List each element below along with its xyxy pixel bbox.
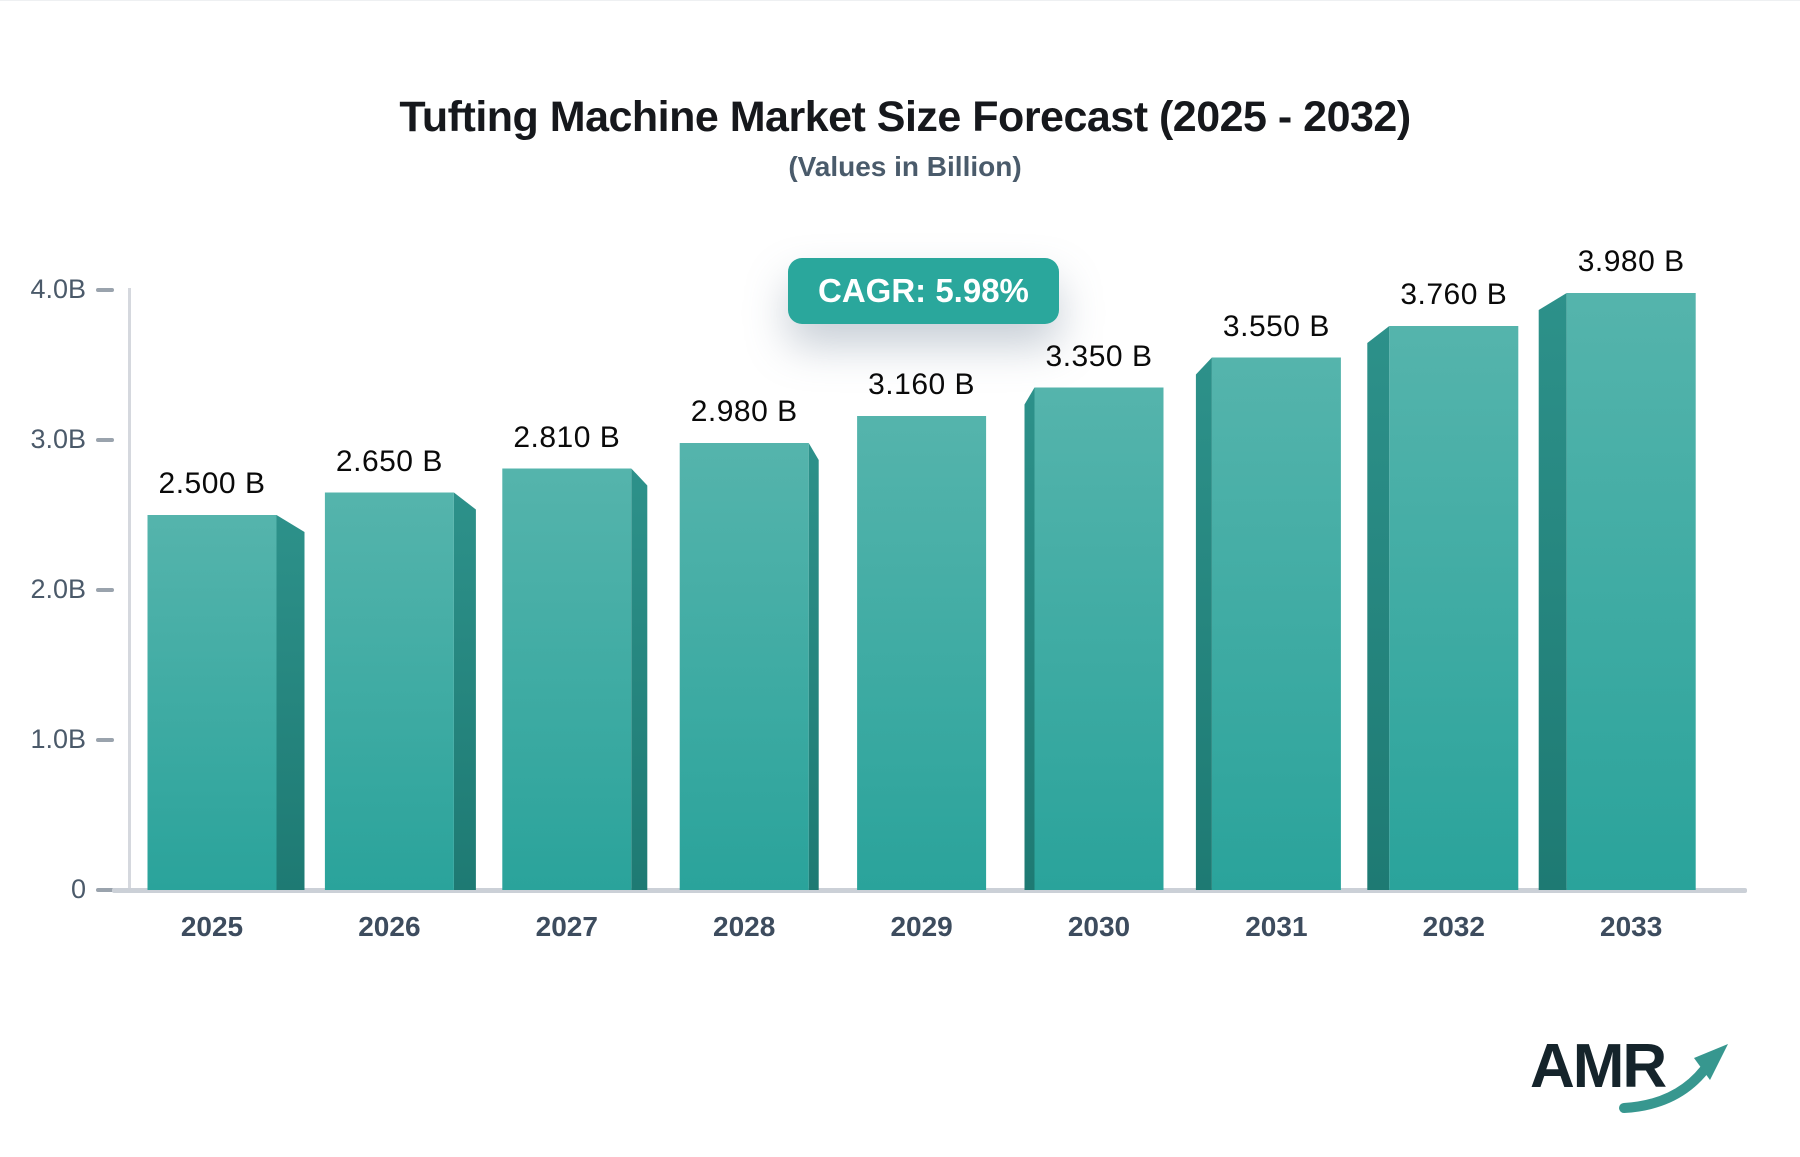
bar-value-label: 3.760 B (1400, 278, 1508, 311)
bar-value-label: 3.350 B (1045, 339, 1153, 373)
bar-side-face (276, 515, 305, 890)
x-axis-label-2025: 2025 (180, 911, 244, 942)
bar-value-label: 2.980 B (690, 395, 798, 428)
bar-2031 (1211, 357, 1341, 890)
x-axis-label-2029: 2029 (890, 911, 953, 942)
bar-2033 (1566, 293, 1696, 890)
x-axis-label-2030: 2030 (1067, 911, 1131, 942)
bar-value-label: 3.550 B (1222, 309, 1330, 343)
growth-arrow-icon (1619, 1044, 1728, 1113)
x-axis-label-2028: 2028 (713, 911, 776, 942)
x-axis-label-2031: 2031 (1245, 911, 1308, 942)
bar-side-face (808, 443, 819, 890)
bar-2027 (502, 468, 632, 890)
bar-2025 (147, 515, 277, 890)
y-axis-tick-mark (96, 888, 114, 892)
x-axis-label-2032: 2032 (1422, 911, 1485, 942)
bar-side-face (1538, 293, 1567, 890)
bar-value-label: 2.810 B (513, 420, 621, 454)
bar-value-label: 3.980 B (1577, 245, 1685, 278)
y-axis-tick-mark (96, 288, 114, 292)
y-axis-tick-label: 3.0B (30, 424, 86, 454)
x-axis-label-2027: 2027 (535, 911, 598, 942)
chart-title: Tufting Machine Market Size Forecast (20… (399, 93, 1411, 141)
bar-2026 (324, 492, 454, 890)
bar-side-face (1024, 387, 1035, 890)
bar-2030 (1034, 387, 1164, 890)
y-axis-tick-mark (96, 738, 114, 742)
bar-2032 (1389, 326, 1519, 890)
x-axis-label-2033: 2033 (1600, 911, 1663, 942)
amr-logo-text: AMR (1530, 1032, 1667, 1101)
y-axis-tick-mark (96, 588, 114, 592)
bar-value-label: 2.650 B (335, 444, 443, 478)
bar-side-face (631, 468, 648, 890)
y-axis-tick-label: 1.0B (30, 724, 86, 754)
chart-subtitle: (Values in Billion) (788, 151, 1022, 182)
y-axis-tick-label: 2.0B (30, 574, 86, 604)
bar-2029 (857, 416, 987, 890)
bar-2028 (679, 443, 809, 890)
y-axis-line (128, 288, 131, 893)
y-axis-tick-mark (96, 438, 114, 442)
x-axis-label-2026: 2026 (358, 911, 421, 942)
cagr-badge-label: CAGR: 5.98% (818, 272, 1029, 309)
x-axis-baseline (112, 888, 1747, 893)
y-axis-tick-label: 4.0B (30, 274, 86, 304)
bar-side-face (1367, 326, 1390, 890)
bar-value-label: 2.500 B (158, 467, 266, 500)
amr-logo: AMR (1520, 1036, 1770, 1122)
cagr-badge: CAGR: 5.98% (788, 258, 1059, 324)
bar-side-face (453, 492, 476, 890)
y-axis-tick-label: 0 (70, 874, 86, 904)
bar-side-face (1195, 357, 1212, 890)
bar-value-label: 3.160 B (868, 368, 976, 401)
